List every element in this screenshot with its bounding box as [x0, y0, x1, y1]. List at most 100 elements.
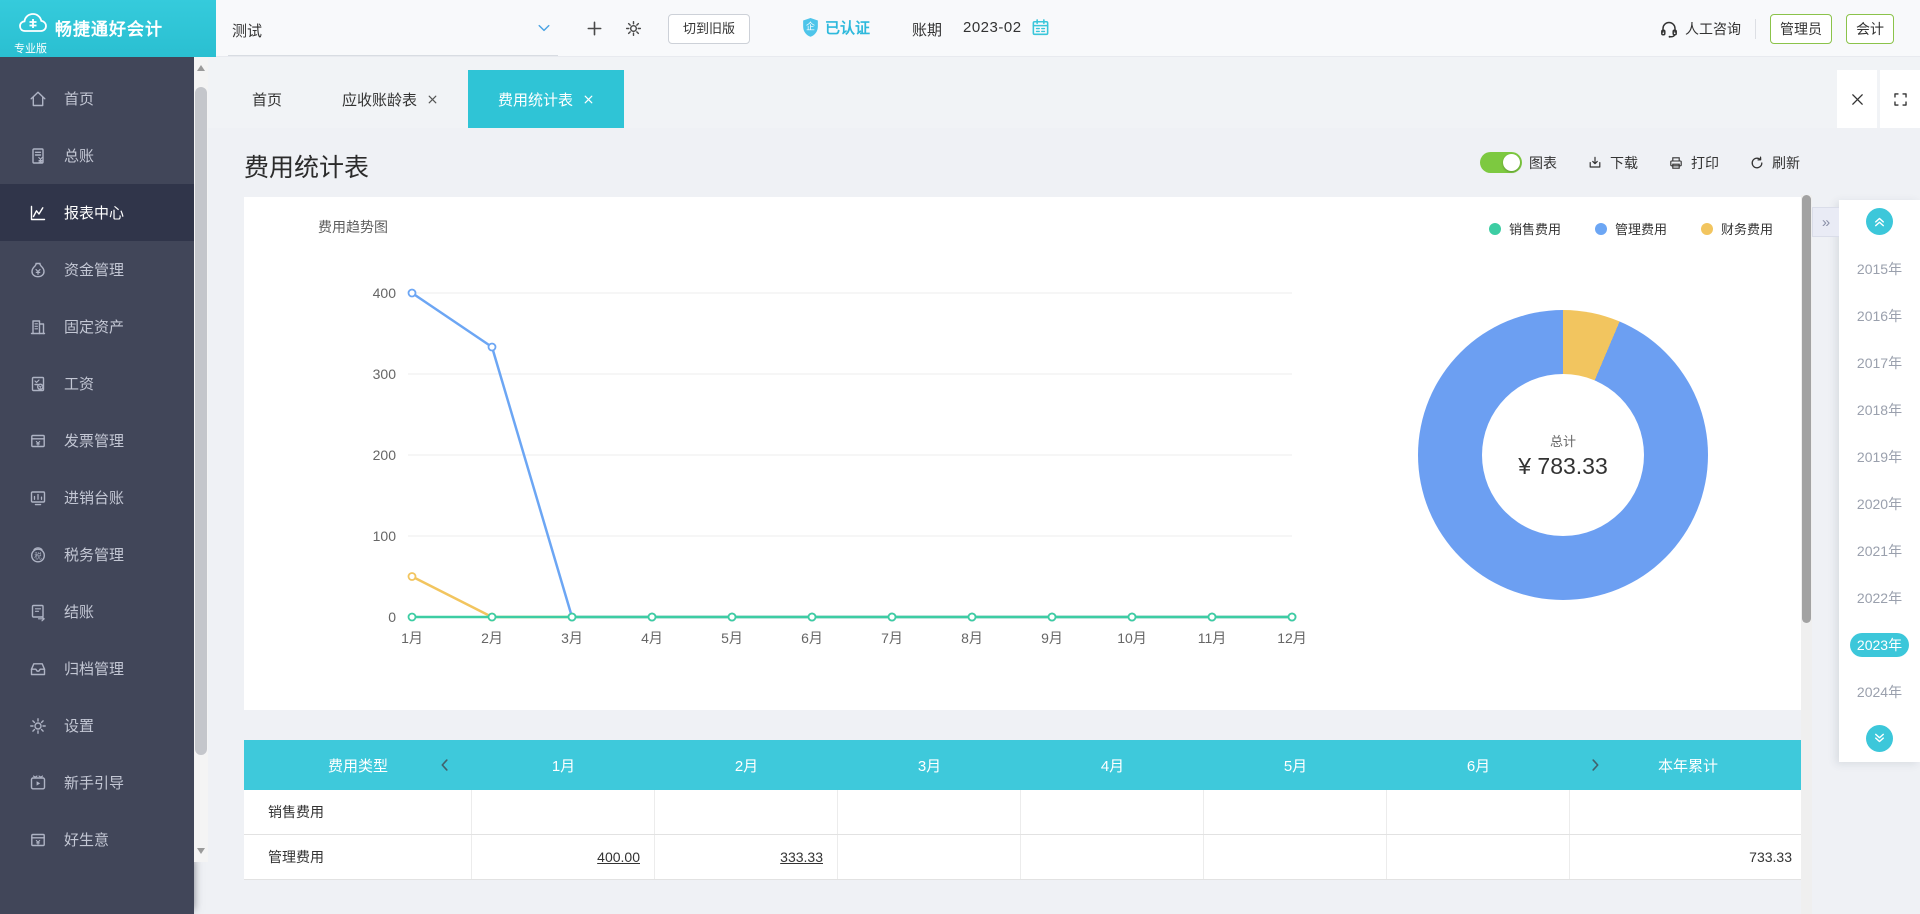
- sidebar-item-tax[interactable]: 税 税务管理: [0, 526, 194, 583]
- expense-type-cell: 管理费用: [244, 835, 472, 879]
- content-scrollbar-thumb[interactable]: [1802, 195, 1811, 623]
- double-chevron-up-icon: [1872, 214, 1887, 229]
- svg-text:10月: 10月: [1117, 630, 1147, 646]
- legend-dot: [1700, 222, 1713, 235]
- close-icon: [1849, 91, 1866, 108]
- amount-link[interactable]: 333.33: [780, 849, 823, 865]
- topbar-right-group: 人工咨询 管理员 会计: [1659, 0, 1894, 57]
- table-header-label: 费用类型: [327, 757, 388, 775]
- svg-text:5月: 5月: [721, 630, 743, 646]
- legend-label: 销售费用: [1508, 222, 1561, 237]
- page-actions: 图表 下载 打印 刷新: [1480, 152, 1800, 173]
- topbar-divider: [1755, 18, 1756, 39]
- sidebar-item-settings[interactable]: 设置: [0, 697, 194, 754]
- role-admin-button[interactable]: 管理员: [1770, 13, 1832, 44]
- purchase-sales-ledger-icon: [28, 488, 48, 508]
- year-item-2018[interactable]: 2018年: [1856, 401, 1903, 418]
- legend-item[interactable]: 管理费用: [1594, 219, 1667, 238]
- workspace-select[interactable]: 测试: [228, 0, 558, 56]
- sidebar-item-funds[interactable]: 资金管理: [0, 241, 194, 298]
- scroll-down-arrow-icon[interactable]: [197, 848, 205, 854]
- beginner-guide-icon: [28, 773, 48, 793]
- support-button[interactable]: 人工咨询: [1659, 19, 1741, 39]
- table-header-label: 4月: [1100, 757, 1125, 775]
- sidebar-item-invoice[interactable]: 发票管理: [0, 412, 194, 469]
- year-item-2022[interactable]: 2022年: [1856, 589, 1903, 606]
- tab-close-icon[interactable]: [427, 94, 438, 105]
- svg-text:200: 200: [373, 447, 397, 463]
- tab-label: 费用统计表: [498, 91, 574, 109]
- add-account-button[interactable]: [585, 19, 604, 38]
- sidebar-item-home[interactable]: 首页: [0, 70, 194, 127]
- year-item-2019[interactable]: 2019年: [1856, 448, 1903, 465]
- content-scrollbar[interactable]: [1801, 195, 1812, 914]
- sidebar-item-purchase-sales-ledger[interactable]: 进销台账: [0, 469, 194, 526]
- close-all-tabs-button[interactable]: [1837, 70, 1877, 128]
- year-item-2020[interactable]: 2020年: [1856, 495, 1903, 512]
- table-header-label: 6月: [1466, 757, 1491, 775]
- sidebar-scrollbar-thumb[interactable]: [195, 87, 207, 755]
- sidebar-item-partial-item[interactable]: 好生意: [0, 811, 194, 868]
- legend-label: 管理费用: [1614, 222, 1667, 237]
- year-list: 2015年 2016年 2017年 2018年 2019年 2020年 2021年 2022年…: [1849, 257, 1910, 704]
- role-accountant-button[interactable]: 会计: [1846, 13, 1894, 44]
- amount-cell: [1204, 790, 1387, 834]
- amount-cell: [1204, 835, 1387, 879]
- amount-cell: [838, 835, 1021, 879]
- chevron-down-icon: [536, 20, 552, 36]
- refresh-button[interactable]: 刷新: [1749, 153, 1800, 173]
- brand-edition: 专业版: [14, 43, 47, 55]
- fullscreen-button[interactable]: [1880, 70, 1920, 128]
- print-button[interactable]: 打印: [1668, 153, 1719, 173]
- tab-receivable-aging[interactable]: 应收账龄表: [312, 70, 468, 128]
- svg-text:企: 企: [806, 21, 815, 32]
- tab-close-icon[interactable]: [583, 94, 594, 105]
- svg-text:300: 300: [373, 366, 397, 382]
- year-item-2017[interactable]: 2017年: [1856, 354, 1903, 371]
- sidebar-item-payroll[interactable]: 工资: [0, 355, 194, 412]
- sidebar-item-archive[interactable]: 归档管理: [0, 640, 194, 697]
- expense-donut-chart: 总计 ¥ 783.33: [1418, 310, 1708, 600]
- legend-item[interactable]: 销售费用: [1488, 219, 1561, 238]
- calendar-icon[interactable]: [1030, 17, 1051, 38]
- tab-home[interactable]: 首页: [222, 70, 312, 128]
- amount-cell: 733.33: [1570, 835, 1806, 879]
- donut-total-label: 总计: [1549, 433, 1576, 449]
- svg-text:8月: 8月: [961, 630, 983, 646]
- sidebar-item-closing[interactable]: 结账: [0, 583, 194, 640]
- sidebar-item-general-ledger[interactable]: 总账: [0, 127, 194, 184]
- sidebar-item-fixed-assets[interactable]: 固定资产: [0, 298, 194, 355]
- switch-old-version-button[interactable]: 切到旧版: [668, 14, 751, 44]
- amount-cell: [1387, 790, 1570, 834]
- year-item-2024[interactable]: 2024年: [1856, 683, 1903, 700]
- expense-table-body: 销售费用 管理费用 400.00 333.33 733.33: [244, 790, 1806, 880]
- tab-tools: [1837, 70, 1920, 128]
- scroll-months-right-button[interactable]: [1586, 756, 1604, 774]
- legend-item[interactable]: 财务费用: [1700, 219, 1773, 238]
- chart-toggle[interactable]: [1480, 152, 1522, 173]
- year-item-2023[interactable]: 2023年: [1849, 632, 1910, 657]
- general-ledger-icon: [28, 146, 48, 166]
- amount-link[interactable]: 400.00: [597, 849, 640, 865]
- period-label: 账期: [912, 22, 943, 39]
- donut-center: 总计 ¥ 783.33: [1482, 374, 1644, 536]
- certified-badge[interactable]: 企 已认证: [800, 16, 870, 39]
- settings-gear-button[interactable]: [624, 19, 643, 38]
- scroll-up-arrow-icon[interactable]: [197, 65, 205, 71]
- sidebar-item-beginner-guide[interactable]: 新手引导: [0, 754, 194, 811]
- table-header-cell: 2月: [655, 740, 838, 790]
- sidebar-item-report-center[interactable]: 报表中心: [0, 184, 194, 241]
- sidebar-scrollbar[interactable]: [194, 57, 208, 862]
- tab-expense-statistics[interactable]: 费用统计表: [468, 70, 625, 128]
- year-item-2021[interactable]: 2021年: [1856, 542, 1903, 559]
- year-item-2015[interactable]: 2015年: [1856, 260, 1903, 277]
- year-scroll-down-button[interactable]: [1866, 725, 1893, 752]
- scroll-months-left-button[interactable]: [436, 756, 454, 774]
- home-icon: [28, 89, 48, 109]
- collapse-year-panel-button[interactable]: »: [1812, 207, 1839, 237]
- year-scroll-up-button[interactable]: [1866, 208, 1893, 235]
- download-button[interactable]: 下载: [1587, 153, 1638, 173]
- year-item-2016[interactable]: 2016年: [1856, 307, 1903, 324]
- period-value[interactable]: 2023-02: [963, 19, 1022, 36]
